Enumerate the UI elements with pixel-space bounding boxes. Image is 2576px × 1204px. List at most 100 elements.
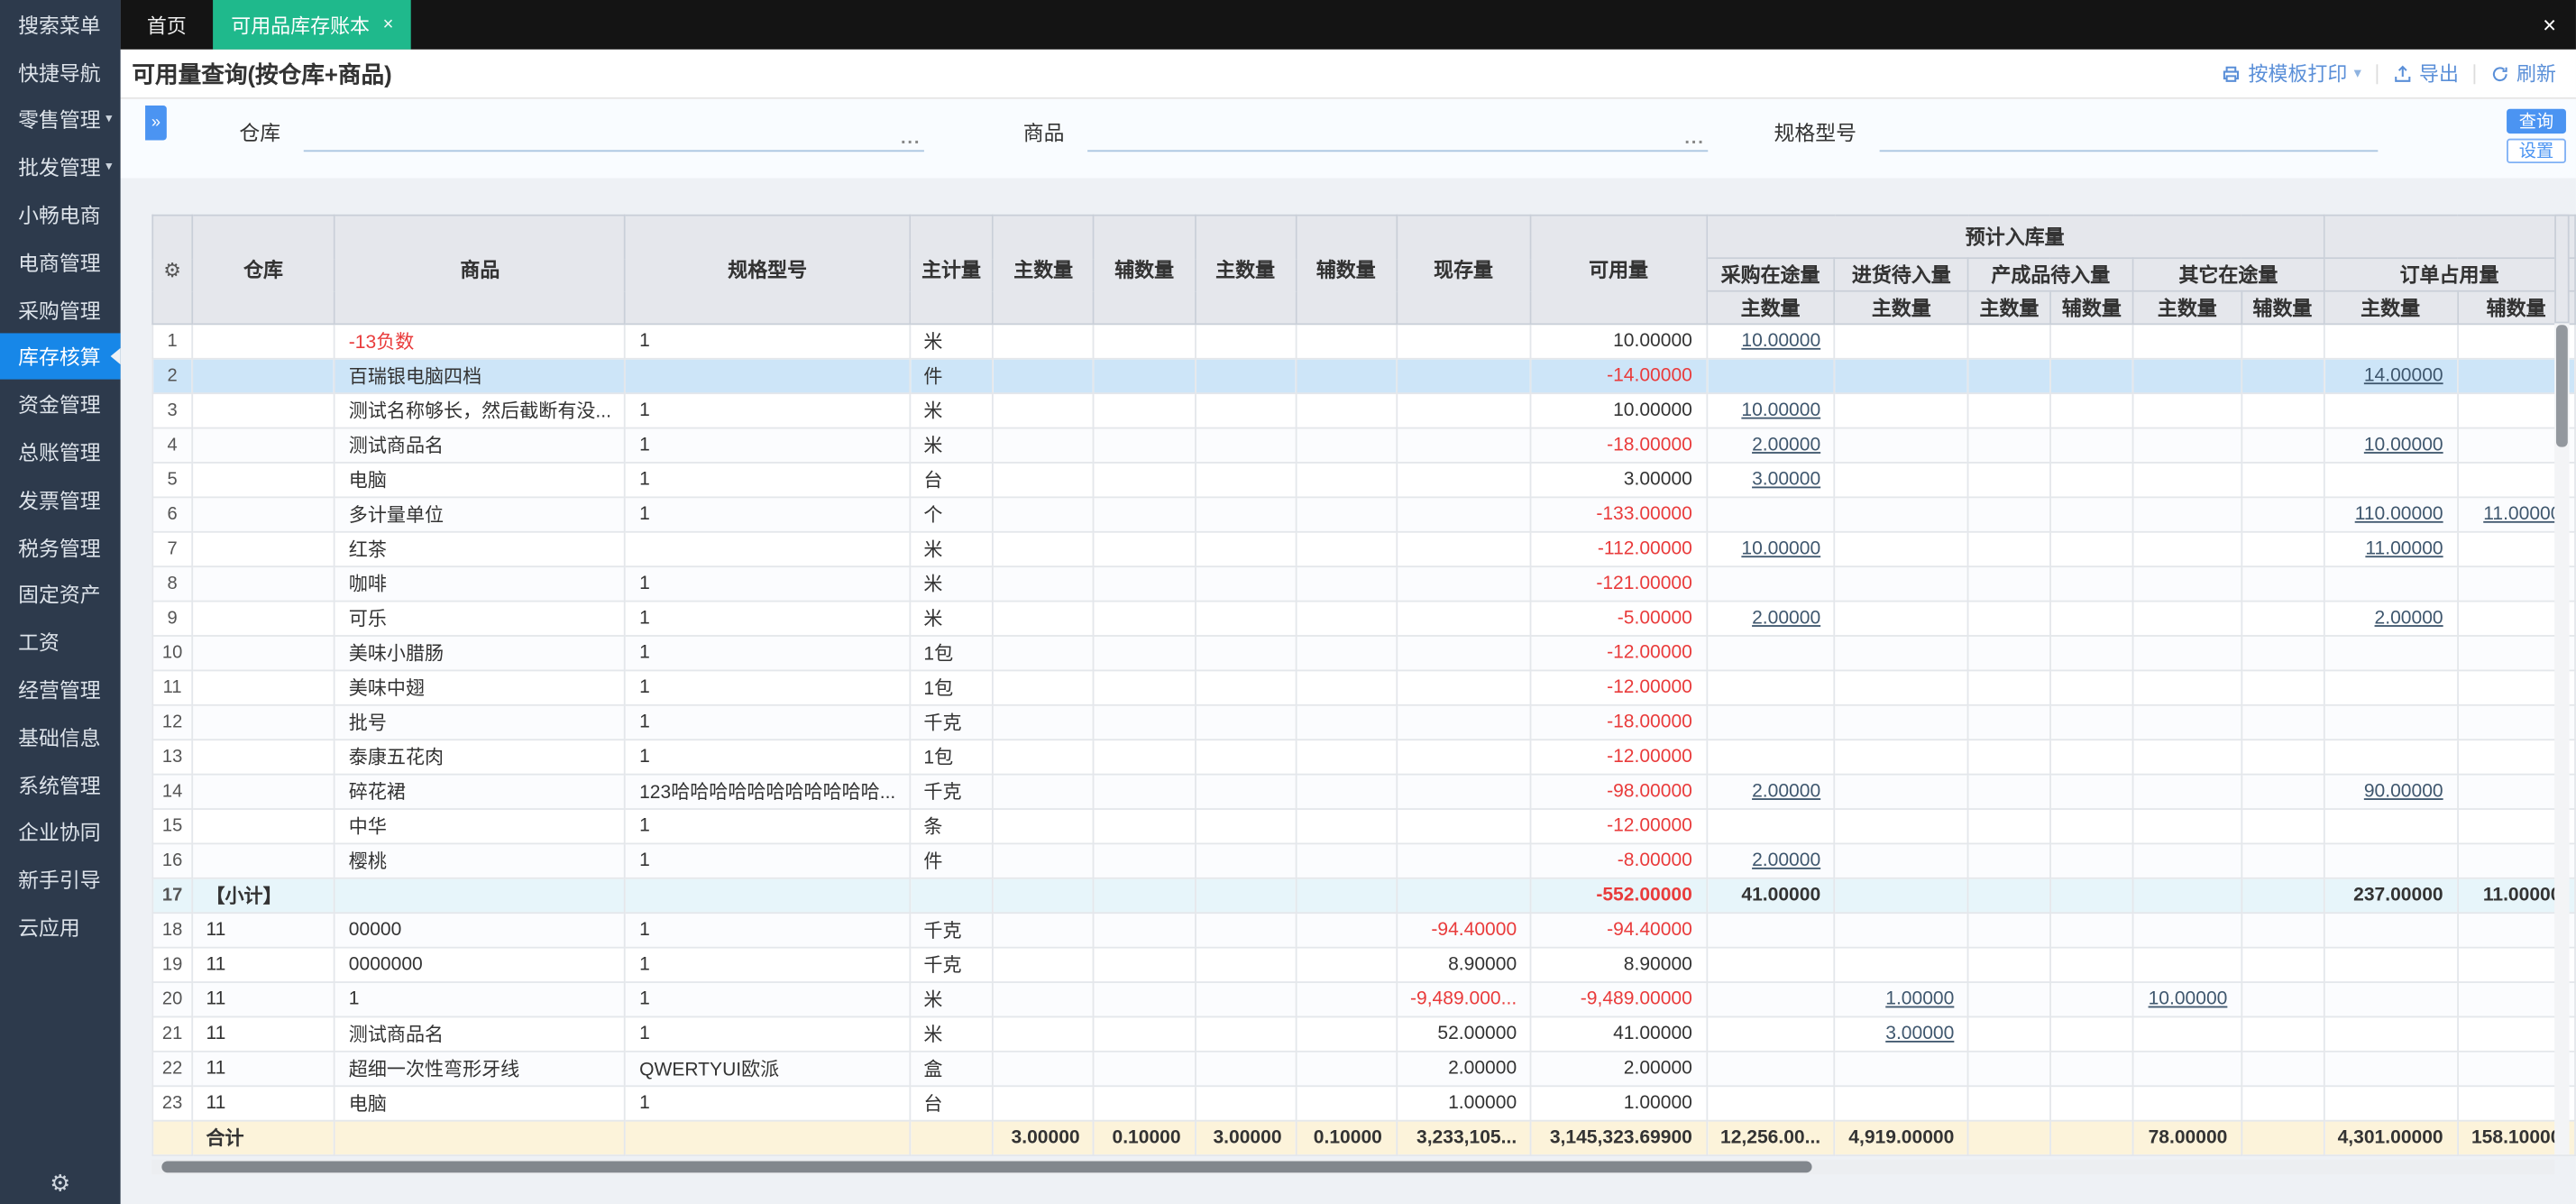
column-subheader[interactable]: 主数量: [1833, 290, 1969, 326]
column-subheader[interactable]: 主数量: [1966, 290, 2051, 326]
table-row[interactable]: 合计 3.00000 0.10000 3.00000 0.10000 3,233,105.…: [151, 1119, 2576, 1156]
collapse-filter-button[interactable]: »: [145, 106, 167, 141]
drill-link[interactable]: 2.00000: [1752, 850, 1821, 871]
drill-link[interactable]: 2.00000: [2374, 608, 2443, 629]
column-subheader[interactable]: 辅数量: [2241, 290, 2324, 326]
drill-link[interactable]: 2.00000: [1752, 608, 1821, 629]
sidebar-item-4[interactable]: 小畅电商: [0, 190, 121, 238]
sidebar-item-10[interactable]: 发票管理: [0, 475, 121, 523]
settings-gear-icon[interactable]: ⚙: [50, 1169, 71, 1196]
column-settings-button[interactable]: ⚙: [151, 214, 193, 326]
drill-link[interactable]: 10.00000: [1741, 400, 1821, 421]
table-row[interactable]: 23 11 电脑 1 台 1.00000 1.00000: [151, 1085, 2576, 1122]
table-row[interactable]: 7 红茶 米 -112.00000 10.00000 11.00000: [151, 530, 2576, 568]
drill-link[interactable]: 3.00000: [1752, 470, 1821, 491]
sidebar-item-9[interactable]: 总账管理: [0, 427, 121, 475]
drill-link[interactable]: 14.00000: [2363, 365, 2443, 386]
sidebar-item-17[interactable]: 企业协同: [0, 807, 121, 855]
column-subheader[interactable]: 主数量: [2131, 290, 2242, 326]
drill-link[interactable]: 2.00000: [1752, 781, 1821, 802]
sidebar-item-12[interactable]: 固定资产: [0, 570, 121, 618]
tab-available-stock-ledger[interactable]: 可用品库存账本 ×: [213, 0, 412, 50]
column-header[interactable]: 现存量: [1395, 214, 1532, 326]
sidebar-item-16[interactable]: 系统管理: [0, 760, 121, 808]
table-row[interactable]: 14 碎花裙 123哈哈哈哈哈哈哈哈哈哈哈... 千克 -98.00000 2.00000…: [151, 773, 2576, 810]
sidebar-item-3[interactable]: 批发管理 ▾: [0, 142, 121, 190]
drill-link[interactable]: 2.00000: [1752, 435, 1821, 455]
horizontal-scrollbar-thumb[interactable]: [161, 1161, 1812, 1173]
table-row[interactable]: 9 可乐 1 米 -5.00000 2.00000 2.00000: [151, 600, 2576, 637]
table-row[interactable]: 2 百瑞银电脑四档 件 -14.00000 14.00000: [151, 357, 2576, 395]
drill-link[interactable]: 1.00000: [1885, 989, 1955, 1010]
product-picker-button[interactable]: ...: [1684, 128, 1705, 149]
chevron-down-icon[interactable]: ▾: [2353, 64, 2361, 81]
vertical-scrollbar[interactable]: [2554, 323, 2570, 1155]
column-subheader[interactable]: 主数量: [2323, 290, 2459, 326]
warehouse-input[interactable]: ...: [303, 119, 924, 152]
column-header[interactable]: 商品: [334, 214, 627, 326]
tab-close-icon[interactable]: ×: [382, 14, 394, 35]
sidebar-item-8[interactable]: 资金管理: [0, 380, 121, 427]
drill-link[interactable]: 11.00000: [2483, 504, 2562, 525]
table-row[interactable]: 1 -13负数 1 米 10.00000 10.00000: [151, 323, 2576, 360]
table-row[interactable]: 8 咖啡 1 米 -121.00000: [151, 565, 2576, 602]
horizontal-scrollbar[interactable]: [151, 1159, 2555, 1175]
sidebar-item-11[interactable]: 税务管理: [0, 522, 121, 570]
table-row[interactable]: 5 电脑 1 台 3.00000 3.00000: [151, 462, 2576, 499]
sidebar-item-15[interactable]: 基础信息: [0, 712, 121, 760]
table-row[interactable]: 18 11 00000 1 千克 -94.40000 -94.40000: [151, 912, 2576, 949]
drill-link[interactable]: 10.00000: [1741, 331, 1821, 352]
sidebar-item-7[interactable]: 库存核算: [0, 332, 121, 381]
drill-link[interactable]: 90.00000: [2363, 781, 2443, 802]
sidebar-item-14[interactable]: 经营管理: [0, 665, 121, 712]
table-row[interactable]: 4 测试商品名 1 米 -18.00000 2.00000 10.00000: [151, 427, 2576, 464]
table-row[interactable]: 22 11 超细一次性弯形牙线 QWERTYUI欧派盒 2.00000 2.00000: [151, 1050, 2576, 1088]
drill-link[interactable]: 10.00000: [2363, 435, 2443, 455]
refresh-button[interactable]: 刷新: [2490, 60, 2556, 87]
vertical-scrollbar-thumb[interactable]: [2555, 325, 2568, 447]
column-header[interactable]: 仓库: [190, 214, 336, 326]
table-row[interactable]: 11 美味中翅 1 1包 -12.00000: [151, 669, 2576, 706]
table-row[interactable]: 21 11 测试商品名 1 米 52.00000 41.00000 3.00000: [151, 1016, 2576, 1052]
sidebar-item-18[interactable]: 新手引导: [0, 855, 121, 903]
tab-home[interactable]: 首页: [146, 14, 187, 38]
table-row[interactable]: 6 多计量单位 1 个 -133.00000 110.00000 11.00000: [151, 496, 2576, 533]
warehouse-picker-button[interactable]: ...: [901, 128, 921, 149]
column-subheader[interactable]: 主数量: [1705, 290, 1836, 326]
table-row[interactable]: 10 美味小腊肠 1 1包 -12.00000: [151, 635, 2576, 672]
table-row[interactable]: 3 测试名称够长，然后截断有没... 1 米 10.00000 10.00000: [151, 392, 2576, 429]
drill-link[interactable]: 11.00000: [2365, 539, 2443, 559]
table-row[interactable]: 17 【小计】 -552.00000 41.00000 237.00000 11.0000…: [151, 877, 2576, 914]
sidebar-item-0[interactable]: 搜索菜单: [0, 0, 121, 48]
table-row[interactable]: 12 批号 1 千克 -18.00000: [151, 703, 2576, 741]
column-header[interactable]: 主数量: [992, 214, 1095, 326]
sidebar-item-13[interactable]: 工资: [0, 618, 121, 666]
column-header[interactable]: 主数量: [1194, 214, 1297, 326]
column-subheader[interactable]: 辅数量: [2049, 290, 2134, 326]
sidebar-item-19[interactable]: 云应用: [0, 903, 121, 951]
query-button[interactable]: 查询: [2507, 108, 2566, 134]
table-row[interactable]: 15 中华 1 条 -12.00000: [151, 808, 2576, 845]
sidebar-item-6[interactable]: 采购管理: [0, 285, 121, 333]
table-row[interactable]: 20 11 1 1 米 -9,489.000... -9,489.00000 1.00000 1…: [151, 981, 2576, 1018]
export-button[interactable]: 导出: [2393, 60, 2459, 87]
drill-link[interactable]: 110.00000: [2354, 504, 2443, 525]
drill-link[interactable]: 10.00000: [2148, 989, 2228, 1010]
product-input[interactable]: ...: [1087, 119, 1709, 152]
drill-link[interactable]: 10.00000: [1741, 539, 1821, 559]
table-row[interactable]: 13 泰康五花肉 1 1包 -12.00000: [151, 739, 2576, 776]
column-header[interactable]: 辅数量: [1093, 214, 1196, 326]
sidebar-item-1[interactable]: 快捷导航: [0, 48, 121, 96]
table-row[interactable]: 16 樱桃 1 件 -8.00000 2.00000: [151, 842, 2576, 879]
window-close-icon[interactable]: ×: [2543, 11, 2557, 39]
column-header[interactable]: 规格型号: [624, 214, 911, 326]
sidebar-item-5[interactable]: 电商管理: [0, 237, 121, 285]
column-header[interactable]: 可用量: [1529, 214, 1708, 326]
table-row[interactable]: 19 11 0000000 1 千克 8.90000 8.90000: [151, 946, 2576, 983]
column-header[interactable]: 辅数量: [1295, 214, 1398, 326]
sidebar-item-2[interactable]: 零售管理 ▾: [0, 95, 121, 142]
drill-link[interactable]: 3.00000: [1885, 1024, 1955, 1044]
print-button[interactable]: 按模板打印 ▾: [2222, 60, 2361, 87]
settings-button[interactable]: 设置: [2507, 138, 2566, 164]
column-header[interactable]: 主计量: [908, 214, 995, 326]
